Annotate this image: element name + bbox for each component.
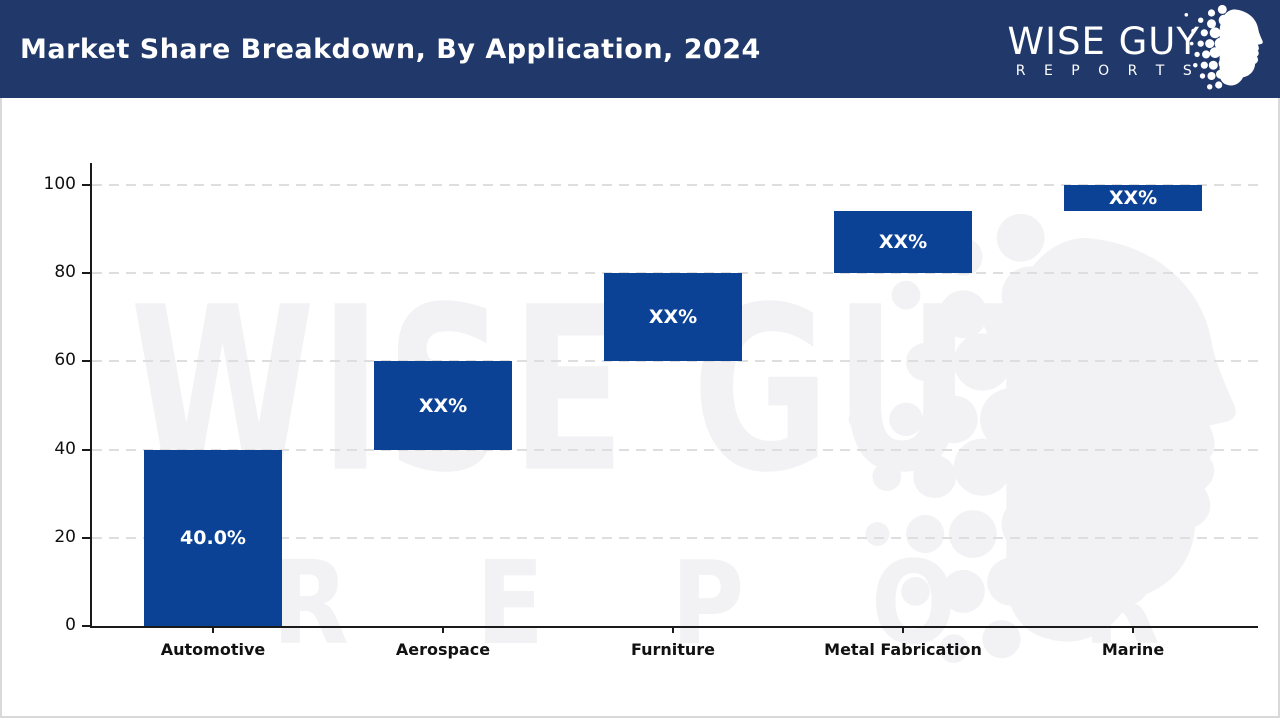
y-tick-label: 40 (54, 438, 76, 459)
bar (144, 449, 282, 626)
y-tick-mark (82, 625, 90, 627)
x-category-label: Furniture (630, 640, 716, 659)
logo-text: WISE GUY R E P O R T S (1007, 20, 1200, 79)
y-tick-label: 20 (54, 526, 76, 547)
gridline (92, 184, 1258, 186)
bar-value-label: XX% (1108, 187, 1158, 210)
logo-wordmark: WISE GUY (1007, 20, 1200, 64)
y-tick-label: 100 (43, 174, 76, 194)
bar (374, 361, 512, 450)
header-bar: Market Share Breakdown, By Application, … (0, 0, 1280, 98)
x-category-label: Automotive (160, 640, 266, 659)
logo-subtitle: R E P O R T S (1015, 62, 1199, 79)
chart-panel: WISE GUY R E P O R T S 02040608010040.0%… (0, 98, 1280, 718)
x-tick-mark (212, 626, 214, 633)
x-category-label: Aerospace (395, 640, 491, 659)
bar-value-label: 40.0% (180, 526, 246, 549)
logo-face-icon (1184, 4, 1263, 90)
page-title: Market Share Breakdown, By Application, … (20, 33, 761, 65)
x-tick-mark (902, 626, 904, 633)
bar (604, 273, 742, 362)
y-tick-mark (82, 184, 90, 186)
y-tick-mark (82, 272, 90, 275)
bar-value-label: XX% (878, 231, 928, 254)
y-axis-line (90, 163, 92, 628)
bar (834, 211, 972, 274)
x-tick-mark (442, 626, 444, 633)
wise-guy-reports-logo: WISE GUY R E P O R T S (1008, 4, 1266, 96)
gridline (92, 448, 1258, 451)
y-tick-label: 80 (54, 262, 76, 283)
y-tick-mark (82, 536, 90, 539)
x-tick-mark (672, 626, 674, 633)
gridline (92, 536, 1258, 539)
x-category-label: Metal Fabrication (824, 640, 982, 659)
waterfall-chart: WISE GUY R E P O R T S 02040608010040.0%… (2, 98, 1280, 716)
x-axis-line (90, 626, 1258, 628)
bar-value-label: XX% (648, 306, 698, 329)
bar-value-label: XX% (418, 394, 468, 417)
x-tick-mark (1132, 626, 1134, 633)
y-tick-mark (82, 448, 90, 451)
y-tick-label: 60 (54, 350, 76, 371)
gridline (92, 360, 1258, 363)
x-category-label: Marine (1101, 640, 1165, 659)
y-tick-mark (82, 360, 90, 363)
y-tick-label: 0 (65, 615, 76, 635)
bar (1064, 185, 1202, 212)
